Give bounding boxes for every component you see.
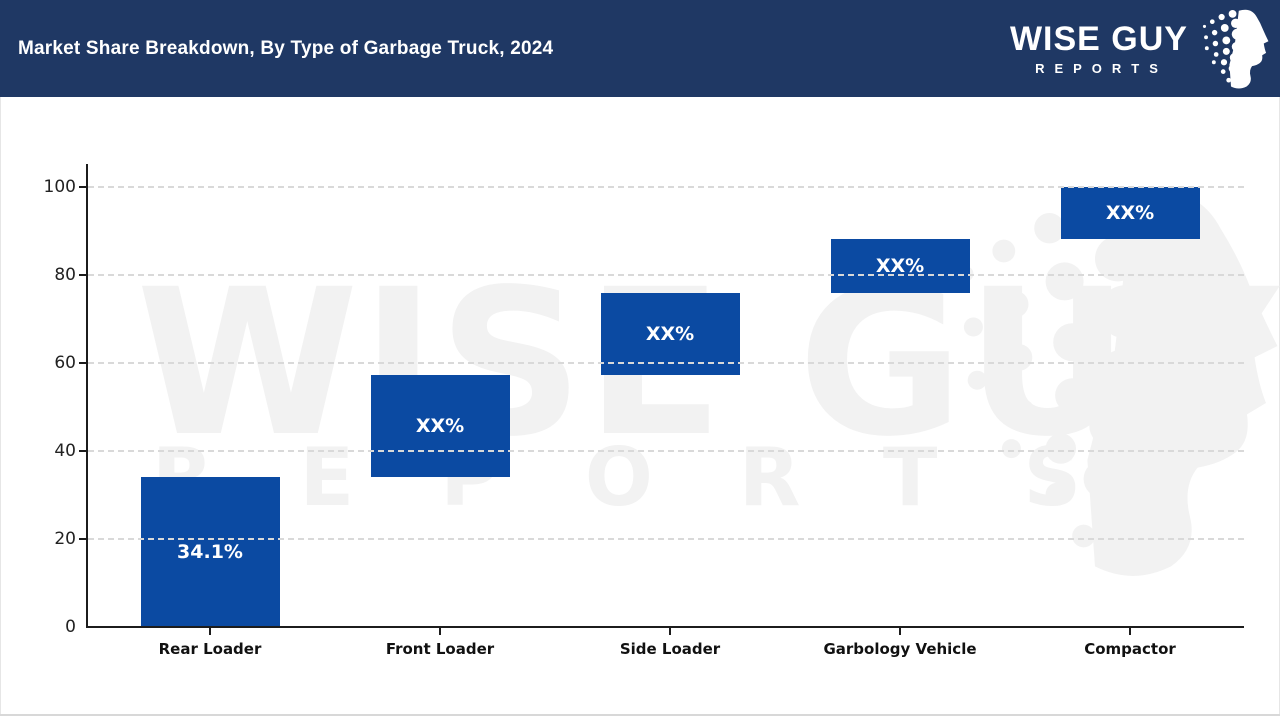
y-tick-label: 0 xyxy=(65,617,76,637)
bar-value-label: 34.1% xyxy=(177,540,243,563)
y-tick-mark xyxy=(79,538,87,540)
gridline xyxy=(88,362,1244,364)
waterfall-bar: XX% xyxy=(370,374,510,477)
bar-value-label: XX% xyxy=(415,414,465,437)
y-tick-label: 20 xyxy=(54,529,76,549)
waterfall-bar: XX% xyxy=(1060,187,1200,239)
gridline xyxy=(88,538,1244,540)
waterfall-bar: XX% xyxy=(600,292,740,375)
x-category-label: Compactor xyxy=(1084,640,1176,658)
bar-value-label: XX% xyxy=(1105,201,1155,224)
x-tick-mark xyxy=(209,628,211,635)
bar-value-label: XX% xyxy=(875,254,925,277)
logo-text: WISE GUY REPORTS xyxy=(1010,22,1188,76)
x-category-label: Front Loader xyxy=(385,640,495,658)
x-category-label: Garbology Vehicle xyxy=(823,640,977,658)
gridline xyxy=(88,186,1244,188)
y-tick-label: 80 xyxy=(54,265,76,285)
x-tick-mark xyxy=(899,628,901,635)
y-axis-line xyxy=(86,164,88,628)
y-tick-label: 40 xyxy=(54,441,76,461)
y-tick-label: 100 xyxy=(43,177,76,197)
header-band: Market Share Breakdown, By Type of Garba… xyxy=(0,0,1280,97)
x-axis-line xyxy=(86,626,1244,628)
waterfall-bar: 34.1% xyxy=(140,476,280,627)
x-tick-mark xyxy=(439,628,441,635)
bar-value-label: XX% xyxy=(645,322,695,345)
y-tick-mark xyxy=(79,186,87,188)
y-tick-mark xyxy=(79,274,87,276)
logo-head-icon xyxy=(1202,9,1269,88)
wise-guy-logo: WISE GUY REPORTS xyxy=(1010,6,1270,92)
x-category-label: Rear Loader xyxy=(158,640,262,658)
x-category-label: Side Loader xyxy=(619,640,721,658)
x-tick-mark xyxy=(669,628,671,635)
waterfall-bar: XX% xyxy=(830,238,970,293)
gridline xyxy=(88,450,1244,452)
x-tick-mark xyxy=(1129,628,1131,635)
logo-sub: REPORTS xyxy=(1035,60,1168,76)
logo-name: WISE GUY xyxy=(1009,19,1188,58)
y-tick-mark xyxy=(79,362,87,364)
gridline xyxy=(88,274,1244,276)
y-tick-mark xyxy=(79,450,87,452)
y-tick-label: 60 xyxy=(54,353,76,373)
chart-title: Market Share Breakdown, By Type of Garba… xyxy=(18,37,554,59)
bottom-divider xyxy=(0,714,1280,716)
